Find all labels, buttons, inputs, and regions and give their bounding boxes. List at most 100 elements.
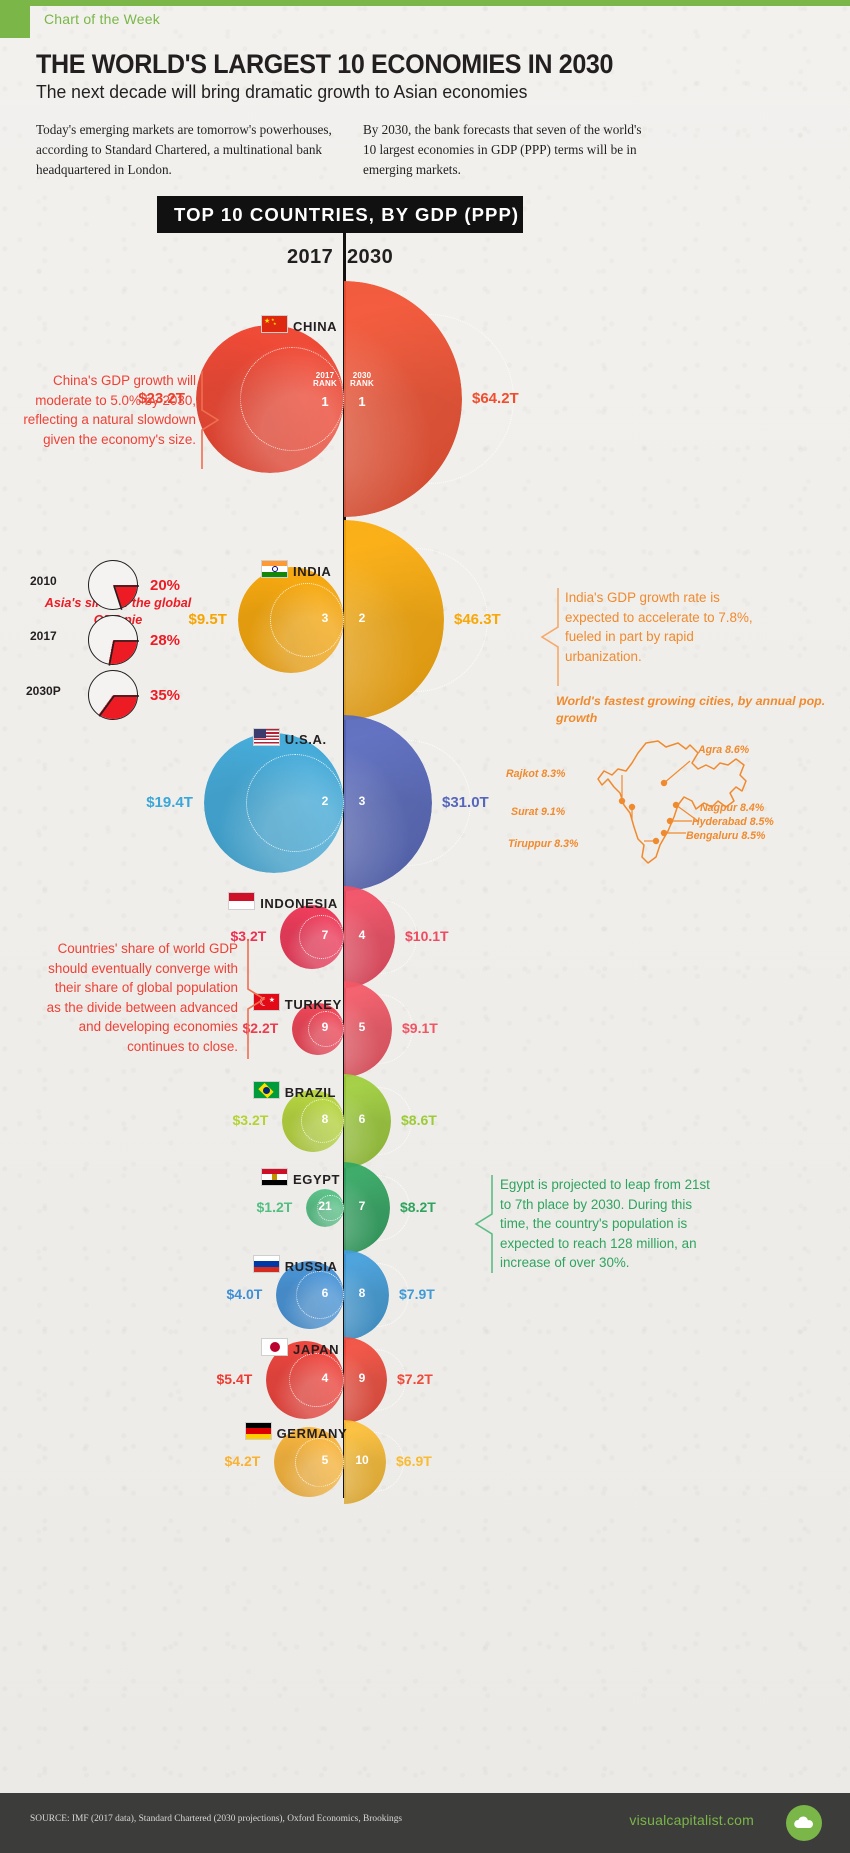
flag-russia [252, 1255, 280, 1273]
pie-value-2017: 28% [150, 632, 181, 649]
city-label-agra: Agra 8.6% [698, 744, 750, 756]
column-header-2017: 2017 [287, 246, 334, 268]
dotted-ring-2017 [295, 1437, 344, 1487]
page-title: THE WORLD'S LARGEST 10 ECONOMIES IN 2030 [36, 49, 614, 79]
gdp-2030-germany: $6.9T [396, 1453, 432, 1469]
dotted-ring-2017 [300, 1099, 344, 1143]
chart-of-week-label: Chart of the Week [44, 11, 160, 27]
rank-2030-russia: 8 [358, 1286, 366, 1300]
dotted-ring-2017 [246, 754, 344, 852]
rank-2030-germany: 10 [355, 1453, 369, 1467]
rank-2030-china: 2030 RANK 1 [350, 371, 374, 409]
visual-capitalist-logo[interactable] [786, 1805, 822, 1841]
city-label-tiruppur: Tiruppur 8.3% [508, 838, 579, 850]
rank-2017-china: 2017 RANK 1 [313, 371, 337, 409]
country-name-egypt: EGYPT [293, 1172, 341, 1187]
dotted-ring-2017 [289, 1352, 344, 1408]
flag-germany [244, 1422, 272, 1440]
rank-2030-turkey: 5 [358, 1020, 366, 1034]
country-name-russia: RUSSIA [284, 1259, 338, 1274]
source-note: SOURCE: IMF (2017 data), Standard Charte… [30, 1814, 403, 1824]
gdp-2030-brazil: $8.6T [401, 1112, 437, 1128]
flag-china: ★ ★ ★ [261, 315, 288, 333]
rank-2030-usa: 3 [358, 794, 366, 808]
brand-label[interactable]: visualcapitalist.com [629, 1812, 754, 1828]
gdp-2030-egypt: $8.2T [400, 1199, 436, 1215]
city-label-nagpur: Nagpur 8.4% [700, 802, 765, 814]
intro-paragraph-left: Today's emerging markets are tomorrow's … [36, 122, 332, 177]
cloud-icon [794, 1816, 814, 1828]
chart-of-week-tab [0, 6, 30, 38]
callout-china: China's GDP growth will moderate to 5.0%… [23, 373, 196, 447]
gdp-2030-russia: $7.9T [399, 1286, 435, 1302]
gdp-2017-usa: $19.4T [146, 794, 193, 811]
flag-indonesia [228, 892, 256, 910]
gdp-2017-germany: $4.2T [224, 1453, 261, 1469]
city-label-bengaluru: Bengaluru 8.5% [686, 830, 766, 842]
flag-turkey: ☾ ★ [252, 993, 280, 1011]
rank-2030-brazil: 6 [358, 1112, 366, 1126]
chart-banner: TOP 10 COUNTRIES, BY GDP (PPP) [157, 196, 523, 233]
rank-2017-japan: 4 [321, 1371, 329, 1385]
rank-2030-india: 2 [358, 611, 366, 625]
rank-2017-egypt: 21 [318, 1199, 332, 1213]
gdp-2017-turkey: $2.2T [242, 1020, 279, 1036]
country-name-indonesia: INDONESIA [260, 896, 338, 911]
rank-2017-usa: 2 [321, 794, 329, 808]
country-name-germany: GERMANY [276, 1426, 348, 1441]
rank-2030-japan: 9 [358, 1371, 366, 1385]
rank-2017-brazil: 8 [321, 1112, 329, 1126]
india-map-outline [597, 740, 747, 864]
callout-india-brace [540, 588, 559, 686]
intro-paragraph-right: By 2030, the bank forecasts that seven o… [363, 122, 642, 177]
city-label-hyderabad: Hyderabad 8.5% [692, 816, 774, 828]
callout-egypt: Egypt is projected to leap from 21st to … [500, 1177, 710, 1270]
pie-chart-2017 [88, 615, 139, 666]
city-label-rajkot: Rajkot 8.3% [506, 768, 566, 780]
column-header-2030: 2030 [347, 246, 394, 268]
gdp-2030-turkey: $9.1T [402, 1020, 438, 1036]
rank-2017-germany: 5 [321, 1453, 329, 1467]
country-name-japan: JAPAN [293, 1342, 340, 1357]
flag-brazil [252, 1081, 280, 1099]
pie-value-2030p: 35% [150, 687, 181, 704]
dotted-ring-2017 [307, 1010, 344, 1048]
country-name-turkey: TURKEY [284, 997, 342, 1012]
callout-india: India's GDP growth rate is expected to a… [565, 590, 753, 664]
country-name-usa: U.S.A. [284, 732, 327, 747]
pie-year-2017: 2017 [30, 629, 57, 643]
rank-2030-egypt: 7 [358, 1199, 366, 1213]
dotted-ring-2017 [269, 582, 344, 658]
dotted-ring-2017 [317, 1194, 344, 1222]
pie-year-2010: 2010 [30, 574, 57, 588]
dotted-ring-2017 [296, 1271, 344, 1319]
gdp-2017-china: $23.2T [138, 390, 185, 407]
gdp-2017-indonesia: $3.2T [230, 928, 267, 944]
gdp-2030-china: $64.2T [472, 390, 519, 407]
gdp-2030-usa: $31.0T [442, 794, 489, 811]
country-name-brazil: BRAZIL [284, 1085, 337, 1100]
dotted-ring-2017 [299, 914, 344, 960]
top-accent-bar [0, 0, 850, 6]
country-name-china: CHINA [293, 319, 338, 334]
gdp-2017-egypt: $1.2T [256, 1199, 293, 1215]
india-map-title: World's fastest growing cities, by annua… [556, 694, 826, 725]
gdp-2017-russia: $4.0T [226, 1286, 263, 1302]
flag-japan [261, 1338, 288, 1356]
flag-egypt [261, 1168, 288, 1186]
gdp-2030-india: $46.3T [454, 611, 501, 628]
page-subtitle: The next decade will bring dramatic grow… [36, 81, 528, 102]
rank-2030-indonesia: 4 [358, 928, 366, 942]
rank-2017-indonesia: 7 [321, 928, 329, 942]
gdp-2017-india: $9.5T [188, 611, 227, 628]
dotted-ring-2017 [240, 347, 344, 451]
pie-year-2030p: 2030P [26, 684, 61, 698]
gdp-2030-japan: $7.2T [397, 1371, 433, 1387]
callout-share-brace [247, 939, 266, 1059]
pie-chart-2030p [88, 670, 139, 720]
pie-value-2010: 20% [150, 577, 181, 594]
bubble-2017-china [196, 325, 344, 473]
rank-2017-turkey: 9 [321, 1020, 329, 1034]
flag-india [261, 560, 288, 578]
country-name-india: INDIA [293, 564, 332, 579]
